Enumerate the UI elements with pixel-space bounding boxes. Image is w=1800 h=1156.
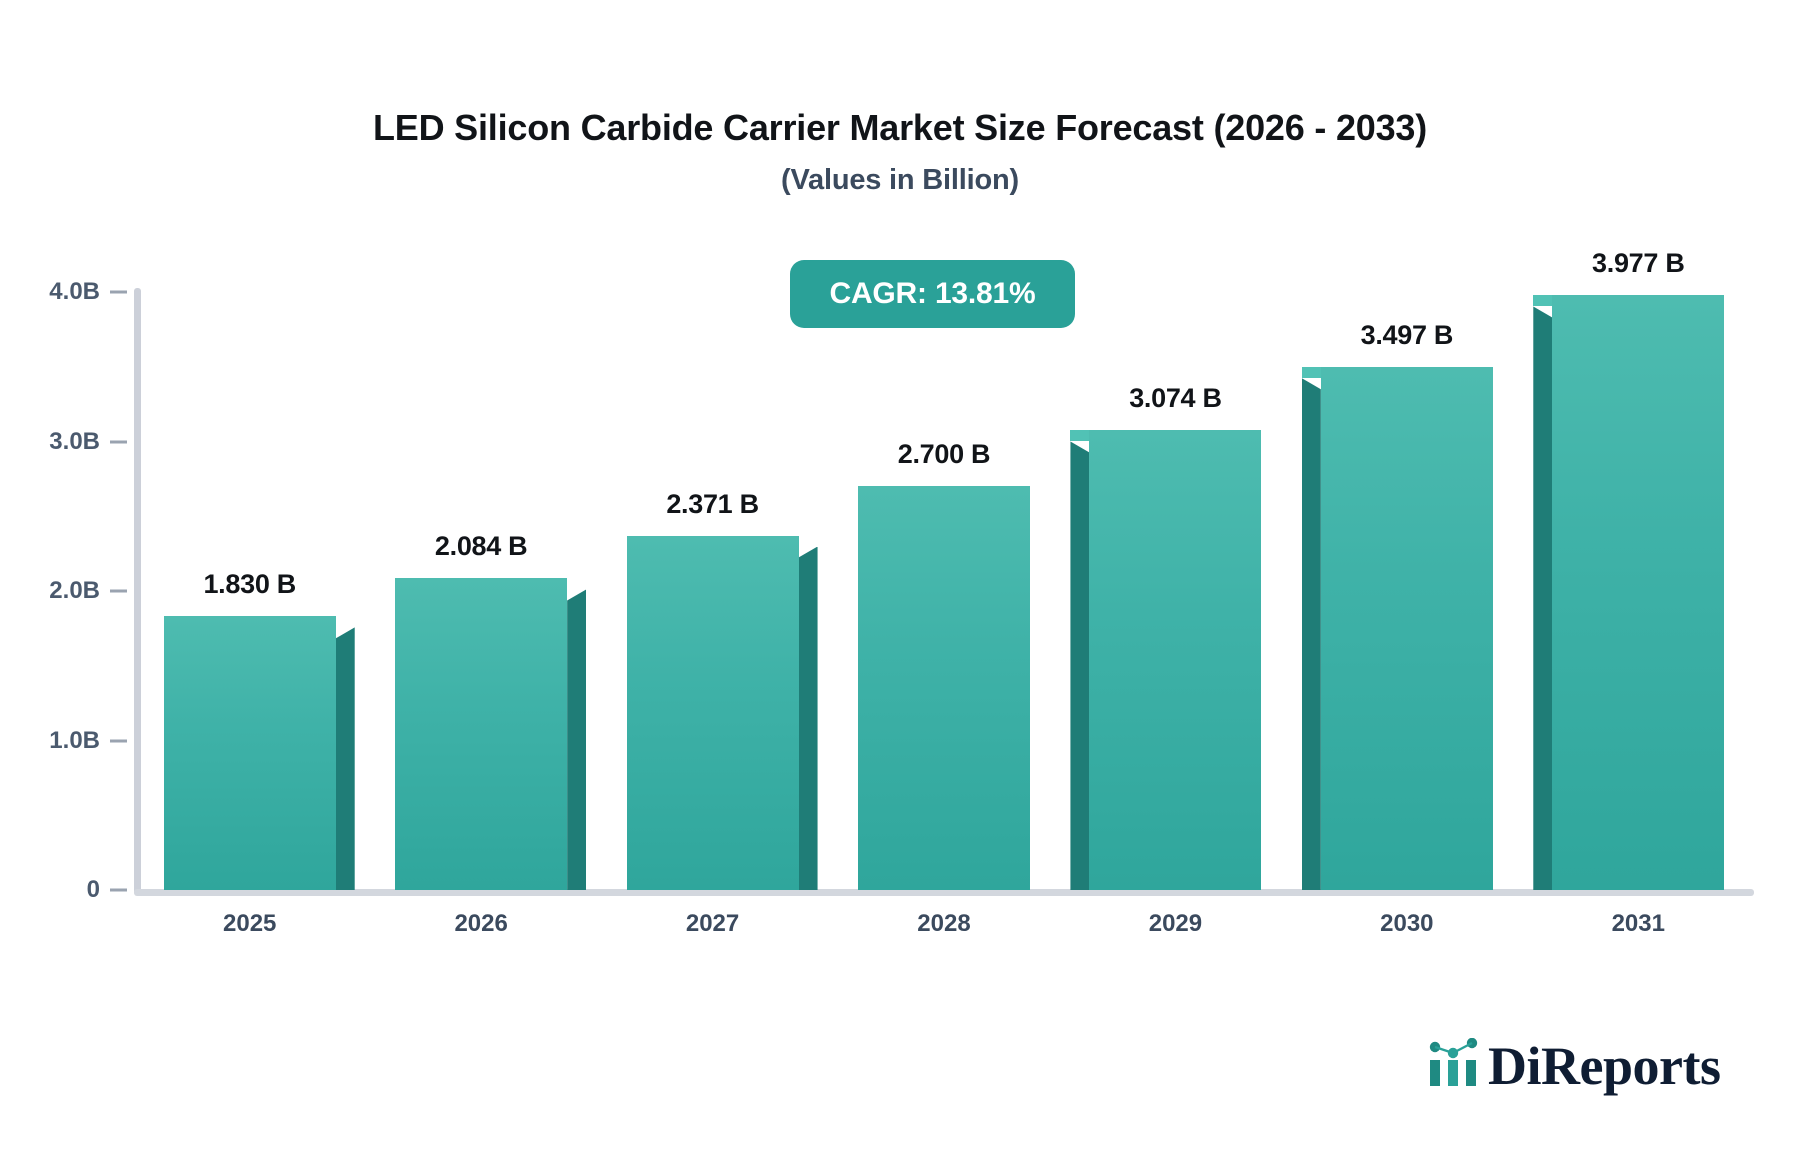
y-axis-tick-mark bbox=[110, 739, 127, 742]
y-axis-tick-label: 1.0B bbox=[49, 726, 100, 754]
bar-front-face bbox=[163, 616, 336, 890]
y-axis-tick-label: 3.0B bbox=[49, 427, 100, 455]
bar-front-face bbox=[858, 486, 1030, 890]
direports-logo: DiReports bbox=[1428, 1035, 1721, 1096]
x-axis-tick-label: 2031 bbox=[1611, 910, 1665, 937]
bar-2029[interactable]: 3.074 B bbox=[1070, 383, 1262, 890]
bar-value-label: 3.977 B bbox=[1592, 248, 1685, 279]
cagr-badge-label: CAGR: 13.81% bbox=[829, 277, 1036, 310]
chart-header: LED Silicon Carbide Carrier Market Size … bbox=[0, 108, 1800, 197]
x-axis-tick-label: 2029 bbox=[1148, 910, 1203, 937]
bar-chart-dots-icon bbox=[1428, 1037, 1480, 1093]
chart-title: LED Silicon Carbide Carrier Market Size … bbox=[372, 107, 1428, 148]
y-axis-tick-label: 4.0B bbox=[49, 278, 100, 305]
bar-front-face bbox=[395, 578, 568, 890]
x-axis-tick-label: 2028 bbox=[917, 910, 971, 937]
chart-subtitle: (Values in Billion) bbox=[781, 163, 1019, 196]
bar-value-label: 1.830 B bbox=[203, 569, 296, 600]
bar-value-label: 2.700 B bbox=[897, 439, 991, 470]
bar-2027[interactable]: 2.371 B bbox=[626, 489, 818, 890]
bar-side-face bbox=[798, 546, 818, 890]
y-axis-tick-label: 0 bbox=[86, 876, 100, 903]
bar-value-label: 2.371 B bbox=[666, 488, 759, 519]
bar-front-face bbox=[1320, 367, 1493, 890]
bar-value-label: 3.074 B bbox=[1129, 383, 1222, 414]
x-axis-tick-label: 2027 bbox=[685, 910, 740, 937]
bar-front-face bbox=[1089, 430, 1262, 890]
x-axis-tick-label: 2030 bbox=[1380, 910, 1434, 937]
logo-text: DiReports bbox=[1488, 1035, 1721, 1096]
y-axis-line bbox=[134, 288, 141, 894]
bar-side-face bbox=[1070, 441, 1090, 890]
bar-side-face bbox=[567, 589, 587, 890]
y-axis-tick-label: 2.0B bbox=[49, 577, 100, 604]
bar-2031[interactable]: 3.977 B bbox=[1533, 248, 1725, 890]
bar-side-face bbox=[1301, 378, 1321, 890]
x-axis-line bbox=[134, 889, 1754, 896]
bar-2030[interactable]: 3.497 B bbox=[1301, 320, 1493, 890]
bar-front-face bbox=[1552, 295, 1725, 890]
x-axis-tick-label: 2025 bbox=[223, 910, 277, 937]
bar-front-face bbox=[626, 535, 799, 890]
bar-value-label: 2.084 B bbox=[434, 531, 528, 562]
bar-2026[interactable]: 2.084 B bbox=[395, 531, 587, 890]
cagr-badge: CAGR: 13.81% bbox=[790, 260, 1075, 328]
bar-2028[interactable]: 2.700 B bbox=[858, 439, 1030, 890]
y-axis-tick-mark bbox=[110, 440, 127, 443]
bar-2025[interactable]: 1.830 B bbox=[163, 569, 355, 890]
y-axis-tick-mark bbox=[110, 888, 127, 892]
y-axis-tick-mark bbox=[110, 589, 127, 593]
bar-value-label: 3.497 B bbox=[1360, 320, 1454, 351]
bar-side-face bbox=[335, 627, 355, 890]
y-axis-tick-mark bbox=[110, 290, 127, 294]
bar-side-face bbox=[1533, 306, 1553, 890]
x-axis-tick-label: 2026 bbox=[454, 910, 508, 937]
